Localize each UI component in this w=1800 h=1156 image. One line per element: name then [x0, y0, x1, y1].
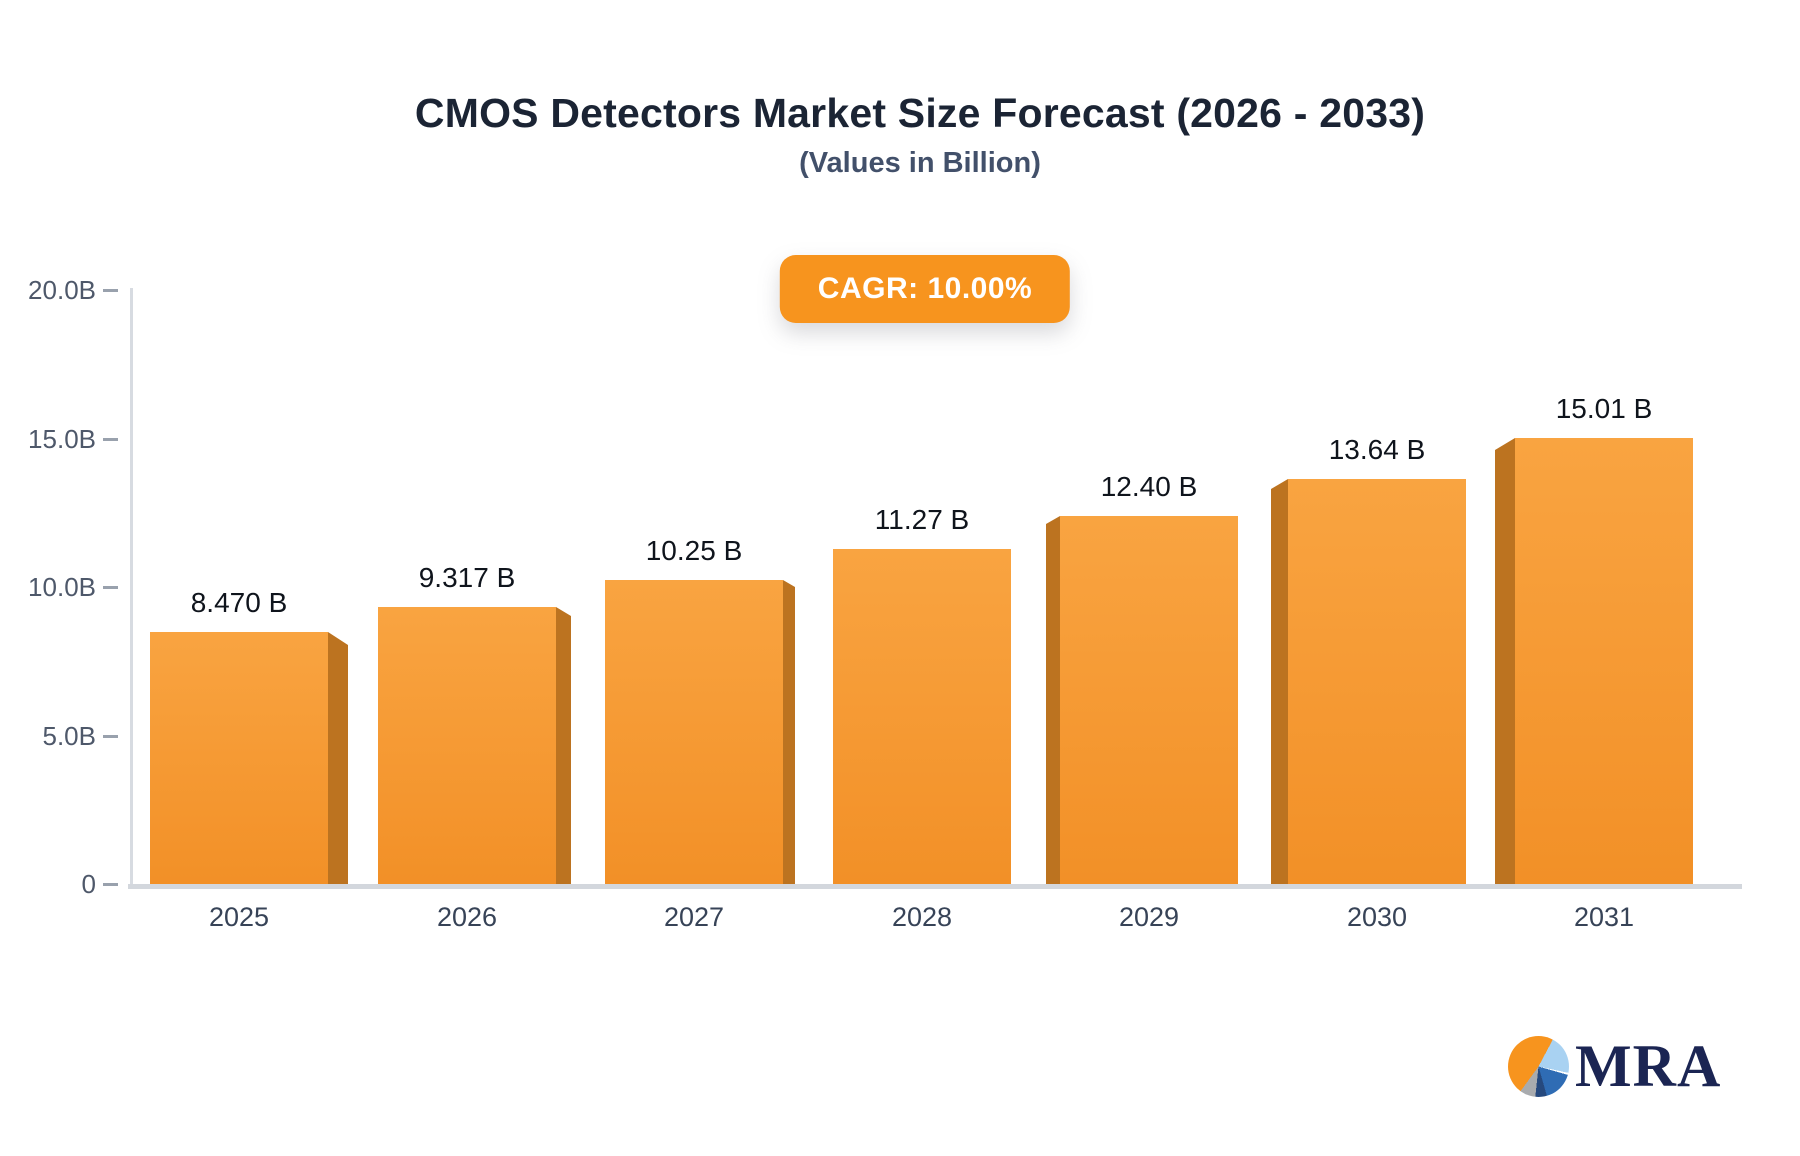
bar-side-3d	[783, 580, 795, 884]
bar-side-3d	[1271, 479, 1288, 884]
bar-value-label: 15.01 B	[1555, 393, 1653, 424]
pie-chart-logo-icon	[1508, 1036, 1569, 1097]
y-tick-dash	[103, 586, 118, 589]
y-tick-dash	[103, 883, 118, 886]
bar-value-label: 12.40 B	[1100, 471, 1198, 502]
bar-value-label: 13.64 B	[1328, 434, 1426, 465]
bar-2028	[833, 549, 1011, 884]
y-tick-label: 20.0B	[28, 275, 96, 305]
chart-subtitle: (Values in Billion)	[799, 147, 1041, 179]
y-axis-line	[130, 288, 133, 887]
bar-value-label: 10.25 B	[645, 535, 743, 566]
brand-logo-text: MRA	[1575, 1033, 1722, 1099]
bar-2031	[1515, 438, 1693, 884]
x-category-label: 2026	[436, 902, 498, 932]
bar-2027	[605, 580, 783, 884]
y-tick-label: 15.0B	[28, 424, 96, 454]
bar-side-3d	[1495, 438, 1515, 884]
x-category-label: 2030	[1346, 902, 1408, 932]
x-category-label: 2027	[663, 902, 725, 932]
bar-side-3d	[328, 632, 348, 884]
x-axis-line	[128, 884, 1742, 889]
bar-side-3d	[1046, 516, 1060, 884]
bar-value-label: 11.27 B	[874, 504, 970, 535]
x-category-label: 2029	[1118, 902, 1180, 932]
y-tick-dash	[103, 438, 118, 441]
y-tick-dash	[103, 289, 118, 292]
chart-title: CMOS Detectors Market Size Forecast (202…	[414, 90, 1426, 136]
y-tick-label: 5.0B	[42, 721, 97, 751]
bar-2029	[1060, 516, 1238, 884]
x-category-label: 2028	[891, 902, 953, 932]
y-tick-label: 0	[81, 869, 96, 899]
bar-value-label: 8.470 B	[190, 587, 288, 618]
x-category-label: 2025	[208, 902, 270, 932]
y-tick-label: 10.0B	[28, 572, 96, 602]
x-category-label: 2031	[1573, 902, 1635, 932]
bar-2030	[1288, 479, 1466, 884]
bar-side-3d	[556, 607, 571, 884]
bar-2025	[150, 632, 328, 884]
brand-logo: MRA	[1508, 1036, 1721, 1097]
y-tick-dash	[103, 735, 118, 738]
bar-2026	[378, 607, 556, 884]
cagr-badge: CAGR: 10.00%	[779, 255, 1071, 323]
bar-value-label: 9.317 B	[418, 562, 516, 593]
